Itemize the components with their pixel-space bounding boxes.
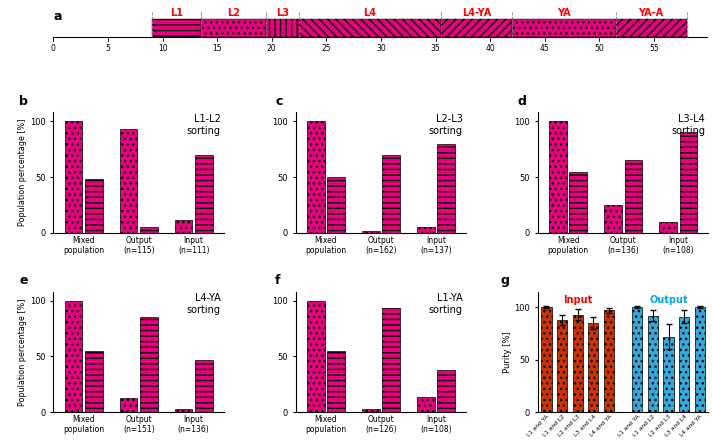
Bar	[604, 205, 622, 233]
Bar	[266, 19, 299, 37]
Text: e: e	[19, 274, 28, 287]
Bar	[417, 228, 434, 233]
Bar	[624, 160, 642, 233]
Text: 50: 50	[595, 44, 604, 53]
Bar	[549, 121, 567, 233]
Bar	[659, 222, 677, 233]
Bar	[195, 360, 213, 412]
Bar	[632, 307, 642, 412]
Bar	[65, 121, 83, 233]
Bar	[572, 314, 583, 412]
Text: L2: L2	[227, 8, 240, 17]
Text: 15: 15	[212, 44, 222, 53]
Text: L3: L3	[276, 8, 289, 17]
Bar	[140, 317, 157, 412]
Text: L1-YA
sorting: L1-YA sorting	[429, 293, 463, 315]
Y-axis label: Purity [%]: Purity [%]	[503, 331, 512, 373]
Text: Output: Output	[649, 295, 688, 305]
Bar	[120, 398, 137, 412]
Text: L4: L4	[364, 8, 377, 17]
Bar	[85, 351, 103, 412]
Bar	[441, 19, 512, 37]
Bar	[679, 317, 689, 412]
Bar	[362, 231, 379, 233]
Bar	[85, 179, 103, 233]
Bar	[382, 308, 400, 412]
Text: 30: 30	[376, 44, 386, 53]
Bar	[695, 307, 705, 412]
Text: d: d	[518, 95, 526, 108]
Bar	[307, 121, 325, 233]
Bar	[679, 133, 697, 233]
Bar	[437, 370, 455, 412]
Bar	[570, 172, 587, 233]
Text: L1-L2
sorting: L1-L2 sorting	[187, 114, 221, 136]
Bar	[382, 155, 400, 233]
Text: L4-YA
sorting: L4-YA sorting	[187, 293, 221, 315]
Text: YA-A: YA-A	[639, 8, 664, 17]
Bar	[299, 19, 441, 37]
Bar	[512, 19, 616, 37]
Text: L4-YA: L4-YA	[462, 8, 491, 17]
Text: L1: L1	[169, 8, 183, 17]
Text: a: a	[53, 10, 62, 23]
Text: 10: 10	[158, 44, 167, 53]
Bar	[120, 129, 137, 233]
Text: c: c	[275, 95, 283, 108]
Text: 20: 20	[267, 44, 276, 53]
Bar	[328, 351, 345, 412]
Text: Input: Input	[563, 295, 592, 305]
Text: 25: 25	[322, 44, 331, 53]
Bar	[328, 177, 345, 233]
Text: 45: 45	[540, 44, 550, 53]
Bar	[648, 316, 658, 412]
Text: L3-L4
sorting: L3-L4 sorting	[671, 114, 705, 136]
Bar	[174, 409, 192, 412]
Bar	[541, 307, 552, 412]
Bar	[417, 396, 434, 412]
Bar	[557, 320, 567, 412]
Bar	[664, 336, 674, 412]
Text: L2-L3
sorting: L2-L3 sorting	[429, 114, 463, 136]
Bar	[65, 301, 83, 412]
Text: f: f	[275, 274, 281, 287]
Bar	[588, 323, 599, 412]
Bar	[604, 310, 614, 412]
Y-axis label: Population percentage [%]: Population percentage [%]	[19, 298, 27, 405]
Bar	[437, 144, 455, 233]
Bar	[195, 155, 213, 233]
Text: b: b	[19, 95, 28, 108]
Text: YA: YA	[557, 8, 570, 17]
Text: g: g	[501, 274, 509, 287]
Bar	[174, 220, 192, 233]
Bar	[307, 301, 325, 412]
Y-axis label: Population percentage [%]: Population percentage [%]	[19, 119, 27, 226]
Bar	[201, 19, 266, 37]
Text: 55: 55	[649, 44, 659, 53]
Text: 40: 40	[485, 44, 495, 53]
Bar	[616, 19, 686, 37]
Bar	[140, 228, 157, 233]
Text: 35: 35	[431, 44, 441, 53]
Text: 0: 0	[51, 44, 56, 53]
Bar	[152, 19, 201, 37]
Text: 5: 5	[105, 44, 110, 53]
Bar	[362, 409, 379, 412]
